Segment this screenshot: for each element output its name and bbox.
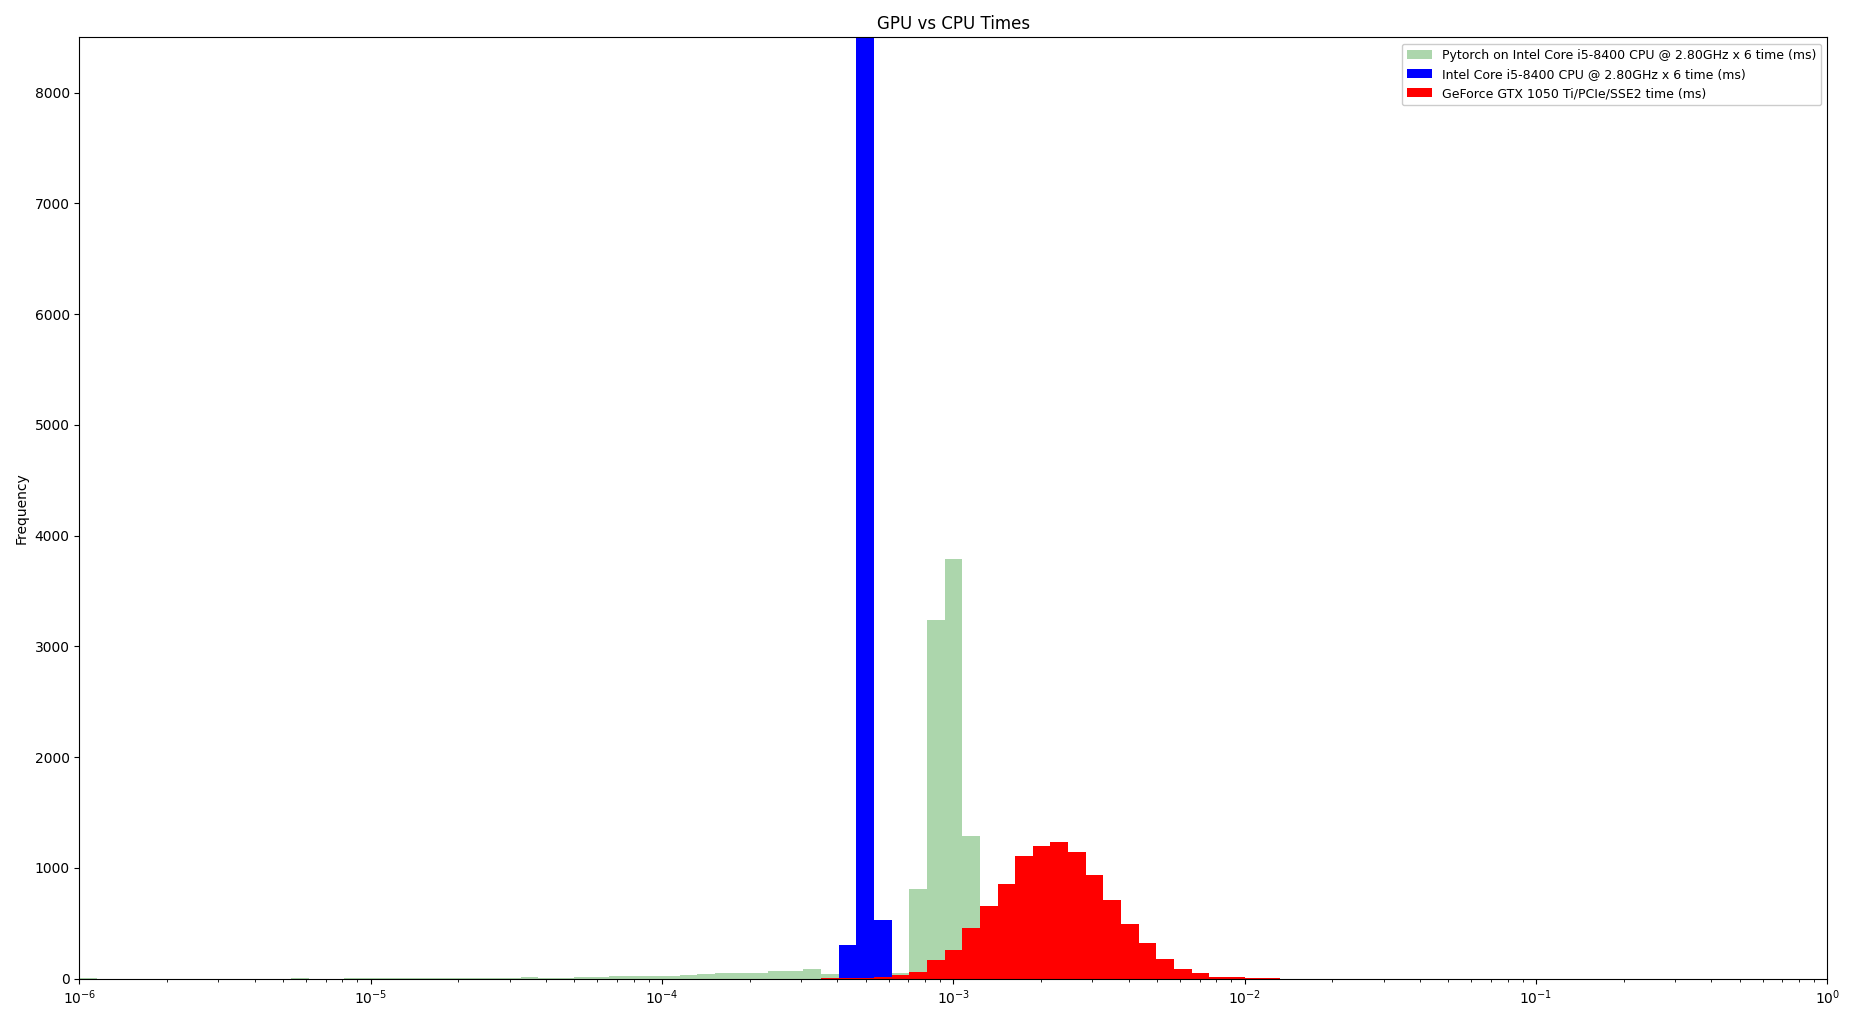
Bar	[1156, 959, 1174, 979]
Bar	[1085, 875, 1104, 979]
Bar	[1226, 977, 1245, 979]
Bar	[1174, 969, 1191, 979]
Bar	[1209, 977, 1226, 979]
Y-axis label: Frequency: Frequency	[15, 472, 30, 544]
Bar	[1104, 899, 1120, 979]
Bar	[822, 974, 838, 979]
Bar	[928, 960, 944, 979]
Bar	[662, 976, 679, 979]
Bar	[892, 975, 909, 979]
Bar	[556, 978, 573, 979]
Bar	[733, 974, 749, 979]
Bar	[627, 976, 644, 979]
Bar	[963, 928, 979, 979]
Bar	[874, 977, 892, 979]
Bar	[768, 971, 787, 979]
Bar	[592, 977, 608, 979]
Bar	[644, 976, 662, 979]
Bar	[803, 969, 822, 979]
Bar	[979, 905, 998, 979]
Bar	[608, 976, 627, 979]
Bar	[944, 950, 963, 979]
Bar	[998, 884, 1015, 979]
Bar	[787, 971, 803, 979]
Bar	[979, 966, 998, 979]
Legend: Pytorch on Intel Core i5-8400 CPU @ 2.80GHz x 6 time (ms), Intel Core i5-8400 CP: Pytorch on Intel Core i5-8400 CPU @ 2.80…	[1402, 44, 1822, 105]
Bar	[874, 920, 892, 979]
Bar	[857, 0, 874, 979]
Bar	[714, 973, 733, 979]
Bar	[928, 620, 944, 979]
Bar	[1139, 943, 1156, 979]
Bar	[679, 975, 697, 979]
Bar	[1050, 842, 1068, 979]
Bar	[1015, 856, 1033, 979]
Bar	[909, 889, 928, 979]
Bar	[697, 974, 714, 979]
Bar	[944, 558, 963, 979]
Bar	[573, 977, 592, 979]
Bar	[1191, 974, 1209, 979]
Bar	[909, 972, 928, 979]
Bar	[892, 973, 909, 979]
Bar	[963, 836, 979, 979]
Bar	[521, 977, 538, 979]
Bar	[749, 973, 768, 979]
Bar	[1033, 846, 1050, 979]
Bar	[838, 944, 857, 979]
Bar	[1068, 852, 1085, 979]
Bar	[1120, 924, 1139, 979]
Title: GPU vs CPU Times: GPU vs CPU Times	[877, 15, 1030, 33]
